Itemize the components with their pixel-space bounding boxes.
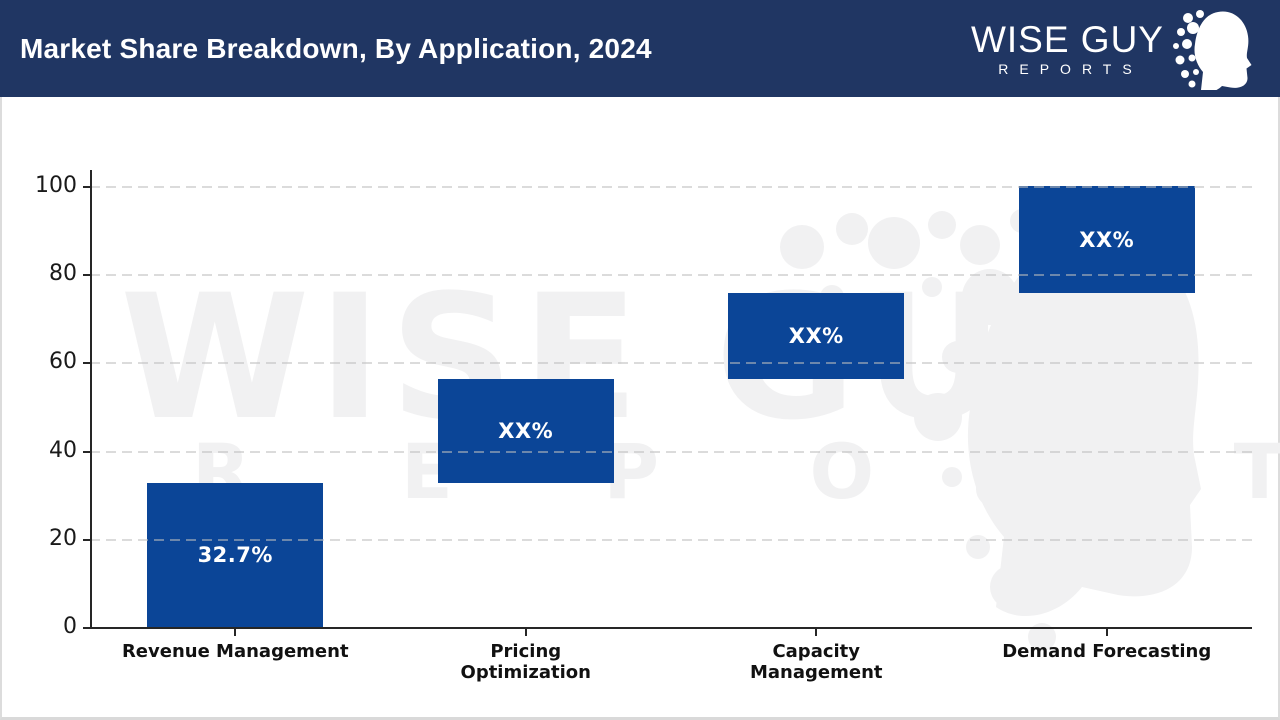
bar-revenue-management: 32.7% [147,482,324,627]
logo-face-icon [1166,4,1252,94]
x-tick-mark-1 [234,629,237,636]
gridline-y-100 [90,186,1252,188]
y-tick-mark-60 [83,362,90,365]
y-tick-mark-80 [83,274,90,277]
x-axis-line [90,627,1252,629]
wiseguy-logo: WISE GUY REPORTS [971,4,1252,94]
gridline-y-20 [90,538,1252,541]
y-tick-label-80: 80 [49,261,77,287]
bar-value-label: 32.7% [197,542,273,567]
y-tick-mark-100 [83,186,90,188]
y-axis-line [90,170,92,629]
y-tick-label-60: 60 [49,349,77,375]
header-bar: Market Share Breakdown, By Application, … [0,0,1280,97]
chart-canvas: WISE GUY R E P O R T S [0,97,1280,720]
y-tick-mark-20 [83,538,90,541]
x-category-label-4: Demand Forecasting [1002,641,1212,662]
page-title: Market Share Breakdown, By Application, … [20,32,652,64]
x-category-label-3: Capacity Management [750,641,883,683]
x-tick-mark-2 [524,629,527,636]
x-category-label-1: Revenue Management [121,641,349,662]
gridline-y-60 [90,362,1252,365]
y-tick-label-0: 0 [63,614,77,639]
y-tick-label-20: 20 [49,525,77,551]
y-tick-mark-0 [83,627,90,629]
bar-pricing-optimization: XX% [437,378,614,483]
watermark-face-icon [742,117,1202,681]
x-tick-mark-3 [815,629,818,636]
bar-capacity-management: XX% [728,293,905,379]
bar-value-label: XX% [788,323,844,348]
x-tick-mark-4 [1105,629,1108,636]
y-tick-mark-40 [83,450,90,453]
bar-demand-forecasting: XX% [1018,186,1195,294]
gridline-y-40 [90,450,1252,453]
gridline-y-80 [90,274,1252,277]
bar-value-label: XX% [1079,227,1135,252]
bar-value-label: XX% [498,418,554,443]
x-category-label-2: Pricing Optimization [460,641,591,683]
y-tick-label-40: 40 [49,437,77,463]
logo-wordmark: WISE GUY [970,18,1164,60]
logo-text: WISE GUY REPORTS [970,18,1164,77]
y-tick-label-100: 100 [35,173,77,198]
logo-subtitle: REPORTS [998,60,1143,77]
